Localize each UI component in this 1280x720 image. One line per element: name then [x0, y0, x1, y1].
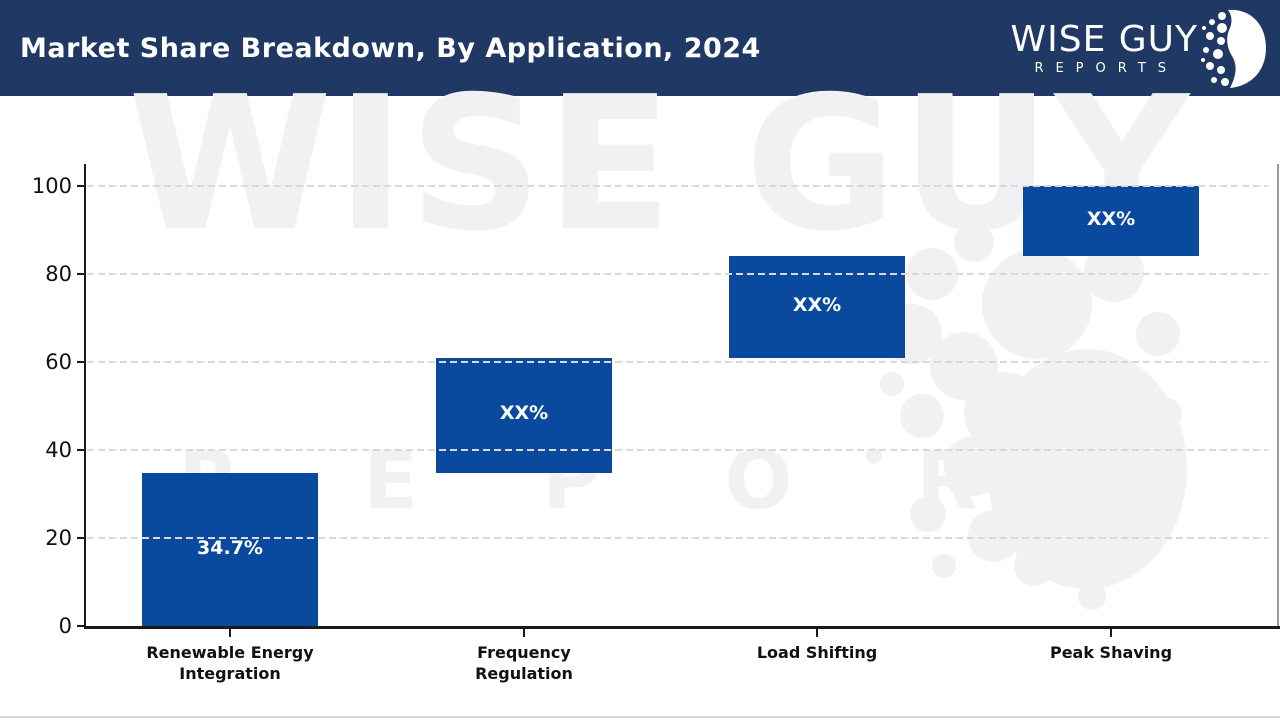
- x-tick-mark: [523, 629, 525, 637]
- bar-value-label: 34.7%: [197, 536, 263, 559]
- logo-wordmark: WISE GUY: [1010, 18, 1198, 60]
- x-category-label: Frequency Regulation: [404, 642, 644, 684]
- watermark-face-pattern: [866, 222, 1187, 610]
- wise-guy-face-icon: [1201, 9, 1266, 88]
- grid-line: [87, 361, 1268, 363]
- y-tick-mark: [77, 361, 85, 363]
- logo-subtitle: REPORTS: [1034, 60, 1179, 76]
- y-axis-spine: [84, 164, 86, 626]
- x-category-label-text: Load Shifting: [756, 643, 878, 662]
- bar-segment: [142, 473, 318, 626]
- chart-title: Market Share Breakdown, By Application, …: [20, 32, 761, 64]
- x-tick-mark: [229, 629, 231, 637]
- bar-value-label: XX%: [792, 294, 842, 316]
- y-tick-label: 20: [45, 526, 72, 550]
- header-bar: Market Share Breakdown, By Application, …: [0, 0, 1280, 96]
- x-category-label-text: Frequency Regulation: [475, 643, 573, 684]
- x-category-label-text: Renewable Energy Integration: [146, 643, 314, 684]
- bar-segment: [1023, 186, 1199, 257]
- x-category-label: Renewable Energy Integration: [110, 642, 350, 684]
- y-tick-label: 40: [45, 438, 72, 462]
- watermark-wordmark: WISE GUY: [128, 56, 1193, 272]
- y-tick-label: 100: [31, 174, 72, 198]
- y-tick-mark: [77, 185, 85, 187]
- x-category-label: Peak Shaving: [991, 642, 1231, 663]
- bar-value-label: XX%: [499, 402, 549, 425]
- bar-segment: [436, 357, 612, 474]
- y-tick-label: 60: [45, 350, 72, 374]
- x-tick-mark: [1110, 629, 1112, 637]
- y-tick-mark: [77, 537, 85, 539]
- bottom-border: [0, 716, 1280, 718]
- x-category-label-text: Peak Shaving: [1049, 643, 1173, 662]
- right-spine: [1277, 164, 1279, 626]
- x-category-label: Load Shifting: [697, 642, 937, 663]
- logo-text: WISE GUY REPORTS: [1010, 18, 1199, 76]
- x-axis-spine: [84, 626, 1280, 629]
- grid-line: [87, 537, 1268, 539]
- bar-value-label: XX%: [1086, 208, 1136, 231]
- grid-line: [87, 185, 1268, 187]
- y-tick-label: 80: [45, 262, 72, 286]
- y-tick-mark: [77, 625, 85, 627]
- y-tick-label: 0: [58, 614, 72, 638]
- y-tick-mark: [77, 449, 85, 451]
- grid-line: [87, 449, 1268, 451]
- grid-line: [87, 273, 1268, 275]
- wise-guy-logo: WISE GUY REPORTS: [1010, 8, 1266, 88]
- x-tick-mark: [816, 629, 818, 637]
- y-tick-mark: [77, 273, 85, 275]
